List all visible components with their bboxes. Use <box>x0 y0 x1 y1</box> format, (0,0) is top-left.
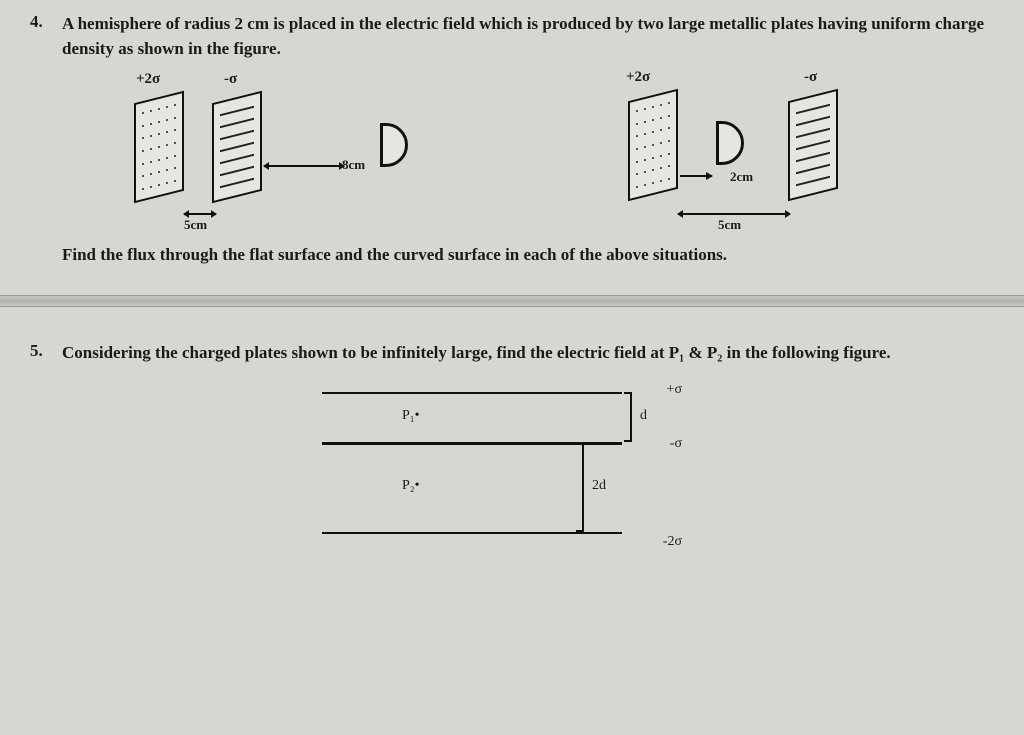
q5-plate-bot <box>322 532 622 534</box>
figA-right-charge: -σ <box>224 71 237 88</box>
q4-figures: +2σ -σ 8cm 5cm +2σ -σ <box>30 75 994 235</box>
figB-right-charge: -σ <box>804 69 817 86</box>
figA-plate-left <box>134 91 184 203</box>
figB-dist-arrow <box>680 175 712 177</box>
q5-d1: d <box>640 408 647 424</box>
figA-left-charge: +2σ <box>136 71 160 88</box>
q5-brace-2d <box>574 442 584 532</box>
figB-plate-right <box>788 89 838 201</box>
question-5: 5. Considering the charged plates shown … <box>30 341 994 558</box>
q5-figure: +σ P₁• d -σ P₂• 2d -2σ <box>312 378 712 558</box>
q5-number: 5. <box>30 341 52 361</box>
q5-brace-d <box>622 392 632 442</box>
q4-fig-a: +2σ -σ 8cm 5cm <box>126 75 456 235</box>
q5-sigma-top: +σ <box>667 382 682 398</box>
figA-gap-label: 5cm <box>184 217 207 233</box>
q5-p2: P₂• <box>402 478 420 494</box>
figB-left-charge: +2σ <box>626 69 650 86</box>
figA-gap-line <box>184 213 216 215</box>
figB-dist-label: 2cm <box>730 169 753 185</box>
figA-hemisphere <box>380 123 408 167</box>
page-divider <box>0 295 1024 307</box>
q5-header: 5. Considering the charged plates shown … <box>30 341 994 366</box>
q5-text: Considering the charged plates shown to … <box>62 341 891 366</box>
figA-plate-right <box>212 91 262 203</box>
figB-gap-line <box>678 213 790 215</box>
q5-plate-top <box>322 392 622 394</box>
q5-sigma-mid: -σ <box>670 436 682 452</box>
figA-dist-label: 8cm <box>342 157 365 173</box>
figB-gap-label: 5cm <box>718 217 741 233</box>
figB-hemisphere <box>716 121 744 165</box>
question-4: 4. A hemisphere of radius 2 cm is placed… <box>30 12 994 265</box>
q4-fig-b: +2σ -σ 2cm 5cm <box>608 75 898 235</box>
figA-dist-line <box>264 165 344 167</box>
figB-plate-left <box>628 89 678 201</box>
q5-p1: P₁• <box>402 408 420 424</box>
q4-followup: Find the flux through the flat surface a… <box>62 245 994 265</box>
q5-d2: 2d <box>592 478 606 494</box>
q5-sigma-bot: -2σ <box>663 534 682 550</box>
q4-text: A hemisphere of radius 2 cm is placed in… <box>62 12 994 61</box>
q4-header: 4. A hemisphere of radius 2 cm is placed… <box>30 12 994 61</box>
q4-number: 4. <box>30 12 52 32</box>
